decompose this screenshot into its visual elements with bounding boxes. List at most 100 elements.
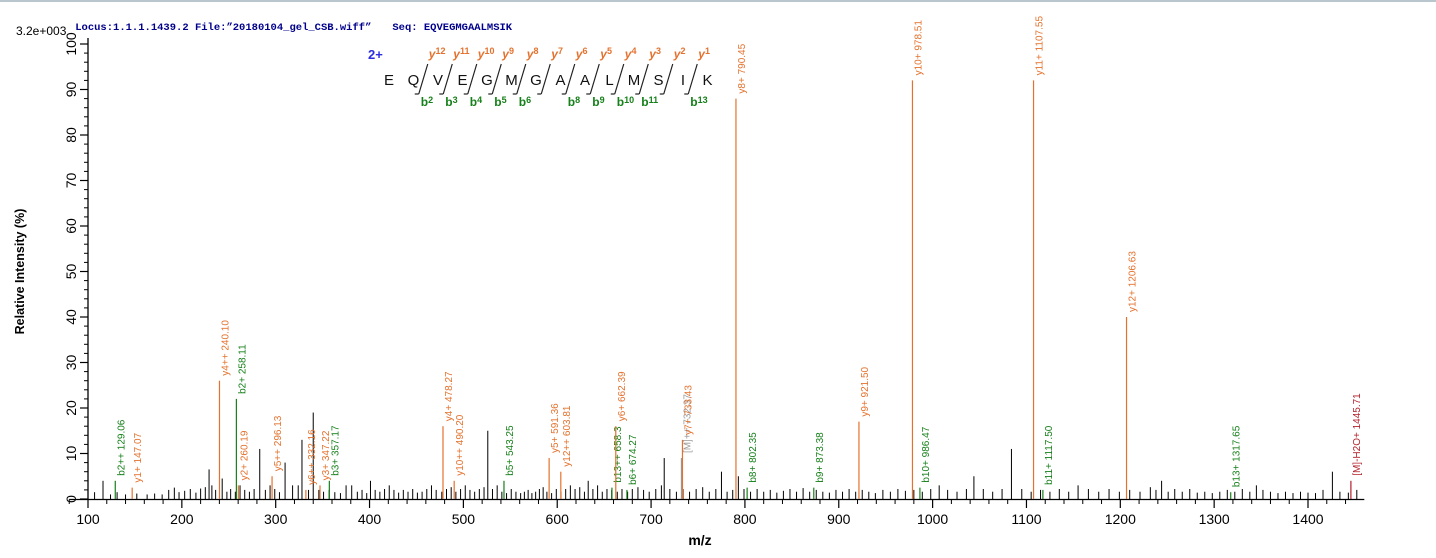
peak-label: y4+ 478.27 xyxy=(444,371,455,421)
fragment-slash xyxy=(540,63,551,95)
residue-letter: L xyxy=(605,72,613,89)
peak-label: y10++ 490.20 xyxy=(455,414,466,476)
peak-label: b13++ 658.3 xyxy=(613,426,624,483)
fragment-slash xyxy=(638,63,649,95)
residue-letter: A xyxy=(555,72,565,89)
y-ion-label: y10 xyxy=(477,46,495,61)
y-tick-label: 60 xyxy=(63,218,79,234)
y-axis-title: Relative Intensity (%) xyxy=(13,209,27,335)
peak-label: y6++ 332.16 xyxy=(307,429,318,485)
peak-label: [M]++ 732.37 xyxy=(682,394,693,453)
fragment-slash xyxy=(442,63,453,95)
x-axis-title: m/z xyxy=(688,532,711,548)
peak-label: y3+ 347.22 xyxy=(321,430,332,480)
residue-letter: V xyxy=(433,72,443,89)
x-tick-label: 500 xyxy=(452,511,476,527)
residue-letter: A xyxy=(580,72,590,89)
y-tick-label: 70 xyxy=(63,173,79,189)
fragment-slash xyxy=(467,63,478,95)
residue-letter: G xyxy=(530,72,542,89)
peak-label: y7+ 733.43 xyxy=(683,385,694,435)
peak-label: y1+ 147.07 xyxy=(133,432,144,482)
y-ion-label: y3 xyxy=(648,46,661,61)
x-tick-label: 700 xyxy=(639,511,663,527)
y-tick-label: 40 xyxy=(63,309,79,325)
y-tick-label: 80 xyxy=(63,127,79,143)
x-tick-label: 600 xyxy=(546,511,570,527)
y-tick-label: 90 xyxy=(63,82,79,98)
peak-label: y12+ 1206.63 xyxy=(1128,251,1139,312)
peak-label: b6+ 674.27 xyxy=(628,434,639,485)
y-ion-label: y12 xyxy=(428,46,446,61)
x-tick-label: 1200 xyxy=(1105,511,1136,527)
x-tick-label: 1400 xyxy=(1292,511,1323,527)
fragment-slash xyxy=(565,63,576,95)
b-ion-label: b5 xyxy=(494,95,506,109)
fragment-slash xyxy=(491,63,502,95)
y-tick-label: 50 xyxy=(63,264,79,280)
x-tick-label: 800 xyxy=(733,511,757,527)
max-intensity-label: 3.2e+003 xyxy=(16,24,67,38)
peak-label: b2++ 129.06 xyxy=(116,419,127,476)
b-ion-label: b8 xyxy=(568,95,580,109)
residue-letter: E xyxy=(384,72,394,89)
peak-label: y2+ 260.19 xyxy=(239,430,250,480)
y-tick-label: 0 xyxy=(63,495,79,503)
y-tick-label: 10 xyxy=(63,446,79,462)
peak-label: b8+ 802.35 xyxy=(748,432,759,483)
y-tick-label: 100 xyxy=(63,32,79,56)
y-ion-label: y6 xyxy=(575,46,588,61)
x-tick-label: 1300 xyxy=(1199,511,1230,527)
fragment-slash xyxy=(663,63,674,95)
y-ion-label: y9 xyxy=(501,46,514,61)
locus-file-label: Locus:1.1.1.1439.2 File:”20180104_gel_CS… xyxy=(75,22,372,34)
header-line: Locus:1.1.1.1439.2 File:”20180104_gel_CS… xyxy=(50,10,512,46)
residue-letter: M xyxy=(628,72,641,89)
x-tick-label: 900 xyxy=(827,511,851,527)
y-ion-label: y7 xyxy=(550,46,563,61)
fragment-slash xyxy=(589,63,600,95)
x-tick-label: 300 xyxy=(264,511,288,527)
peak-label: y8+ 790.45 xyxy=(737,43,748,93)
residue-letter: E xyxy=(457,72,467,89)
fragment-slash xyxy=(687,63,698,95)
residue-letter: I xyxy=(681,72,685,89)
b-ion-label: b2 xyxy=(421,95,433,109)
y-ion-label: y5 xyxy=(599,46,612,61)
peak-label: b13+ 1317.65 xyxy=(1232,425,1243,487)
x-tick-label: 1100 xyxy=(1011,511,1041,527)
x-tick-label: 100 xyxy=(76,511,100,527)
y-ion-label: y2 xyxy=(673,46,686,61)
x-tick-label: 200 xyxy=(170,511,194,527)
fragment-slash xyxy=(418,63,429,95)
peak-label: b10+ 986.47 xyxy=(921,426,932,482)
peak-label: b3+ 357.17 xyxy=(330,425,341,476)
sequence-label: Seq: EQVEGMGAALMSIK xyxy=(392,22,513,34)
peak-label: b9+ 873.38 xyxy=(815,432,826,483)
b-ion-label: b13 xyxy=(690,95,707,109)
peak-label: y12++ 603.81 xyxy=(562,405,573,467)
x-tick-label: 1000 xyxy=(917,511,948,527)
peak-label: y5+ 591.36 xyxy=(550,403,561,453)
b-ion-label: b6 xyxy=(519,95,531,109)
b-ion-label: b4 xyxy=(470,95,482,109)
b-ion-label: b10 xyxy=(617,95,634,109)
peak-label: [M]-H2O+ 1445.71 xyxy=(1352,393,1363,476)
residue-letter: G xyxy=(481,72,493,89)
peak-label: y6+ 662.39 xyxy=(617,371,628,421)
residue-letter: K xyxy=(702,72,712,89)
residue-letter: Q xyxy=(408,72,420,89)
peak-label: y11+ 1107.55 xyxy=(1035,16,1046,76)
residue-letter: S xyxy=(653,72,663,89)
peak-label: b2+ 258.11 xyxy=(237,344,248,394)
y-ion-label: y4 xyxy=(624,46,637,61)
precursor-charge-label: 2+ xyxy=(368,47,383,62)
b-ion-label: b11 xyxy=(641,95,658,109)
x-tick-label: 400 xyxy=(358,511,382,527)
y-ion-label: y11 xyxy=(452,46,469,61)
b-ion-label: b9 xyxy=(592,95,604,109)
y-tick-label: 20 xyxy=(63,400,79,416)
peak-label: y5++ 296.13 xyxy=(273,415,284,471)
y-tick-label: 30 xyxy=(63,355,79,371)
fragment-slash xyxy=(516,63,527,95)
